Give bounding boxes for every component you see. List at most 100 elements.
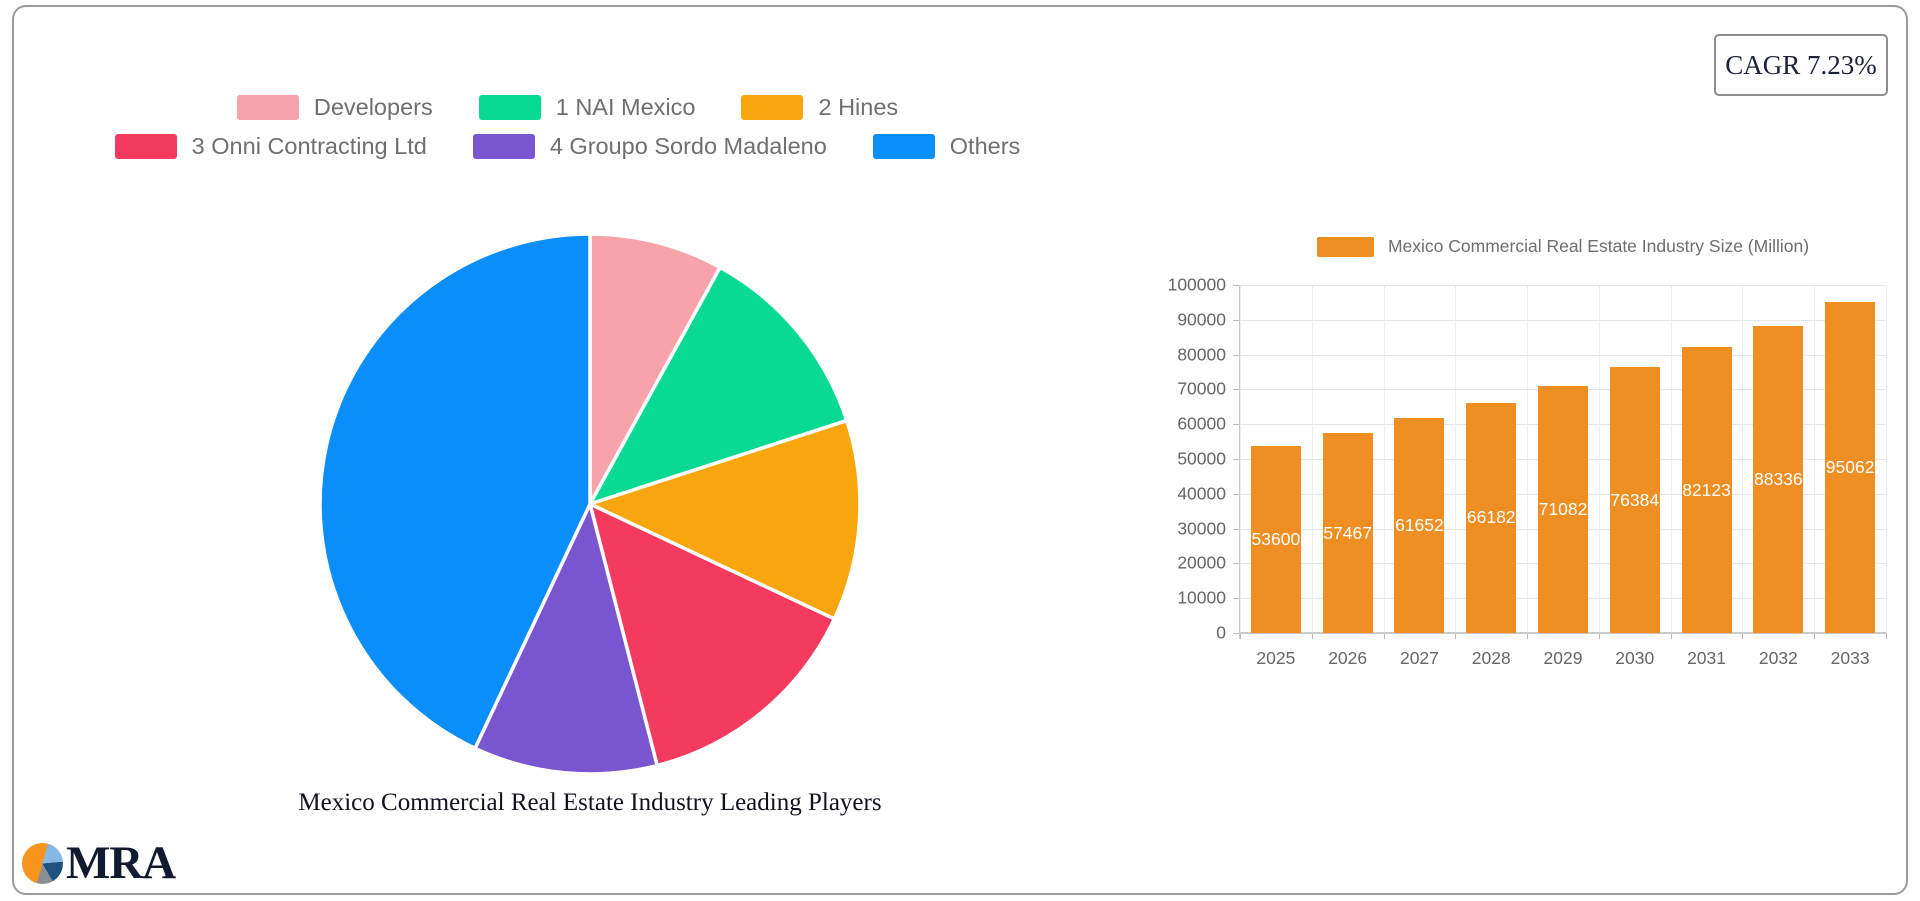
y-axis-label: 40000 xyxy=(1177,483,1226,504)
bar-2026[interactable]: 57467 xyxy=(1322,433,1373,633)
y-axis-label: 100000 xyxy=(1167,274,1226,295)
legend-label: Developers xyxy=(313,94,433,120)
y-axis-tick xyxy=(1233,633,1240,634)
bar-2031[interactable]: 82123 xyxy=(1681,347,1732,633)
bar-value-label: 88336 xyxy=(1753,468,1803,489)
y-axis-label: 50000 xyxy=(1177,448,1226,469)
bar-value-label: 53600 xyxy=(1251,529,1301,550)
x-axis-tick xyxy=(1598,633,1600,639)
bar-legend-swatch-icon xyxy=(1316,236,1374,257)
pie-slice-3-onni-contracting-ltd[interactable] xyxy=(588,502,837,768)
pie-legend-item-developers[interactable]: Developers xyxy=(236,94,433,121)
y-axis-tick xyxy=(1233,598,1240,600)
bar-value-label: 82123 xyxy=(1682,479,1731,500)
x-axis-label: 2025 xyxy=(1256,648,1296,668)
gridline-vertical xyxy=(1670,285,1672,633)
gridline-vertical xyxy=(1886,285,1887,633)
x-axis-label: 2032 xyxy=(1758,648,1798,668)
bar-2030[interactable]: 76384 xyxy=(1609,367,1660,633)
x-axis-tick xyxy=(1455,633,1457,639)
pie-slice-4-groupo-sordo-madaleno[interactable] xyxy=(473,502,659,776)
pie-title: Mexico Commercial Real Estate Industry L… xyxy=(298,789,882,816)
legend-swatch-icon xyxy=(872,134,935,159)
x-axis-tick xyxy=(1886,633,1887,639)
y-axis-label: 0 xyxy=(1216,622,1226,643)
x-axis-line xyxy=(1240,632,1886,634)
y-axis-label: 70000 xyxy=(1177,378,1226,399)
gridline-vertical xyxy=(1240,285,1241,633)
x-axis-tick xyxy=(1383,633,1385,639)
y-axis-tick xyxy=(1233,459,1240,460)
y-axis-tick xyxy=(1233,285,1240,286)
x-axis-label: 2026 xyxy=(1328,648,1368,668)
pie-legend-row: Developers 1 NAI Mexico 2 Hines xyxy=(20,94,1115,121)
gridline-vertical xyxy=(1311,285,1313,633)
bar-legend[interactable]: Mexico Commercial Real Estate Industry S… xyxy=(1240,236,1886,257)
y-axis-label: 20000 xyxy=(1177,552,1226,573)
legend-swatch-icon xyxy=(478,95,541,120)
y-axis-label: 80000 xyxy=(1177,344,1226,365)
bar-2032[interactable]: 88336 xyxy=(1753,325,1804,633)
x-axis-tick xyxy=(1240,633,1241,639)
x-axis-tick xyxy=(1311,633,1313,639)
bar-value-label: 57467 xyxy=(1323,522,1372,543)
pie-slice-2-hines[interactable] xyxy=(588,418,862,621)
bar-2027[interactable]: 61652 xyxy=(1394,418,1445,633)
bar-value-label: 71082 xyxy=(1538,498,1588,519)
pie-legend-item-3-onni-contracting-ltd[interactable]: 3 Onni Contracting Ltd xyxy=(114,133,427,160)
y-axis-tick xyxy=(1233,563,1240,565)
bar-value-label: 61652 xyxy=(1395,515,1444,536)
x-axis-label: 2031 xyxy=(1687,648,1727,668)
gridline-vertical xyxy=(1742,285,1744,633)
bar-2028[interactable]: 66182 xyxy=(1466,402,1517,633)
y-axis-tick xyxy=(1233,354,1240,356)
y-axis-tick xyxy=(1233,493,1240,495)
x-axis-label: 2030 xyxy=(1615,648,1655,668)
bar-legend-label: Mexico Commercial Real Estate Industry S… xyxy=(1387,236,1810,256)
bar-value-label: 95062 xyxy=(1825,457,1875,478)
gridline-horizontal xyxy=(1240,319,1886,321)
gridline-vertical xyxy=(1598,285,1600,633)
pie-legend-item-1-nai-mexico[interactable]: 1 NAI Mexico xyxy=(478,94,695,121)
bar-2033[interactable]: 95062 xyxy=(1825,302,1876,633)
y-axis-label: 30000 xyxy=(1177,518,1226,539)
x-axis-tick xyxy=(1527,633,1529,639)
pie-legend-item-others[interactable]: Others xyxy=(872,133,1021,160)
gridline-vertical xyxy=(1455,285,1457,633)
brand-logo: MRA xyxy=(22,837,176,889)
x-axis-label: 2028 xyxy=(1471,648,1511,668)
gridline-horizontal xyxy=(1240,354,1886,356)
pie-slice-1-nai-mexico[interactable] xyxy=(588,265,849,506)
gridline-vertical xyxy=(1383,285,1385,633)
y-axis-tick xyxy=(1233,319,1240,321)
x-axis-tick xyxy=(1814,633,1816,639)
pie-slice-developers[interactable] xyxy=(588,232,722,506)
legend-swatch-icon xyxy=(114,134,177,159)
legend-label: 2 Hines xyxy=(818,94,899,120)
pie-legend-item-2-hines[interactable]: 2 Hines xyxy=(741,94,898,121)
brand-logo-text: MRA xyxy=(66,837,176,889)
x-axis-label: 2033 xyxy=(1830,648,1870,668)
y-axis-tick xyxy=(1233,528,1240,530)
x-axis-label: 2029 xyxy=(1543,648,1583,668)
pie-legend-item-4-groupo-sordo-madaleno[interactable]: 4 Groupo Sordo Madaleno xyxy=(472,133,827,160)
pie-chart-logo-icon xyxy=(22,843,63,884)
cagr-badge: CAGR 7.23% xyxy=(1714,34,1888,96)
bar-chart-plot: 0 10000 20000 30000 40000 50000 60000 70000 8000… xyxy=(1168,275,1887,668)
pie-slice-others[interactable] xyxy=(318,232,592,751)
y-axis-label: 10000 xyxy=(1177,587,1226,608)
pie-legend: Developers 1 NAI Mexico 2 Hines 3 Onni Cont… xyxy=(20,94,1115,160)
legend-label: Others xyxy=(949,133,1021,159)
content-frame xyxy=(12,5,1908,895)
x-axis-label: 2027 xyxy=(1399,648,1439,668)
bar-2029[interactable]: 71082 xyxy=(1538,385,1588,633)
pie-chart-svg xyxy=(318,232,862,776)
y-axis-label: 90000 xyxy=(1177,309,1226,330)
gridline-vertical xyxy=(1814,285,1816,633)
y-axis-tick xyxy=(1233,389,1240,391)
bar-value-label: 76384 xyxy=(1610,489,1660,510)
y-axis-tick xyxy=(1233,424,1240,426)
bar-2025[interactable]: 53600 xyxy=(1250,446,1301,633)
cagr-label: CAGR 7.23% xyxy=(1725,49,1877,80)
